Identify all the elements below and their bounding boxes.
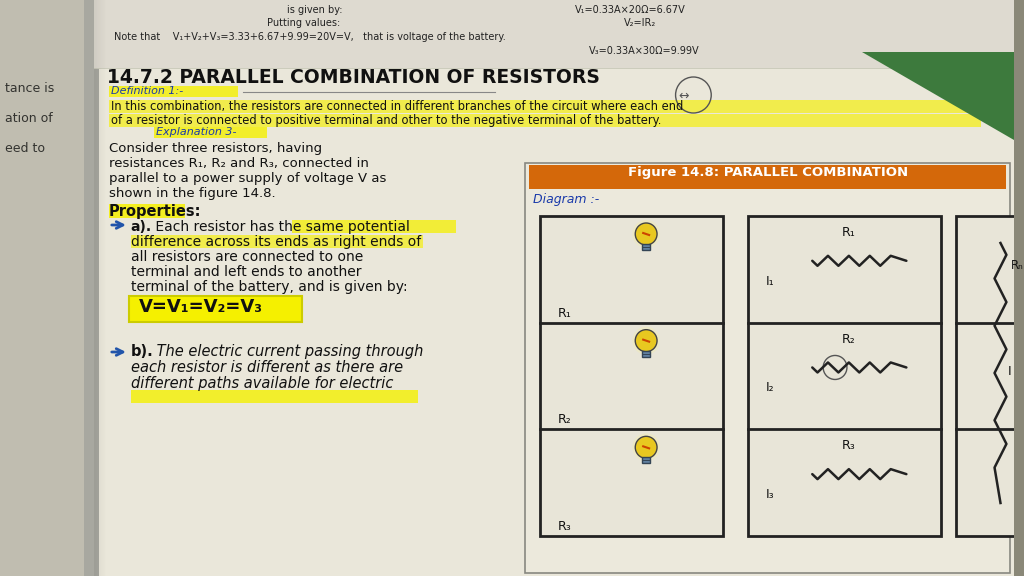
Text: resistances R₁, R₂ and R₃, connected in: resistances R₁, R₂ and R₃, connected in	[109, 157, 369, 170]
Text: In this combination, the resistors are connected in different branches of the ci: In this combination, the resistors are c…	[111, 100, 683, 113]
Text: I₂: I₂	[766, 381, 774, 395]
Bar	[642, 351, 650, 357]
Bar	[529, 165, 1007, 189]
Text: a).: a).	[131, 220, 152, 234]
Bar	[956, 216, 1024, 536]
Bar	[129, 296, 302, 322]
Text: tance is: tance is	[5, 82, 54, 95]
Text: V₁=0.33A×20Ω=6.67V: V₁=0.33A×20Ω=6.67V	[574, 5, 685, 15]
Text: parallel to a power supply of voltage V as: parallel to a power supply of voltage V …	[109, 172, 386, 185]
Bar	[131, 235, 423, 248]
Text: Explanation 3-: Explanation 3-	[156, 127, 236, 137]
Circle shape	[632, 433, 660, 461]
Text: terminal of the battery, and is given by:: terminal of the battery, and is given by…	[131, 280, 408, 294]
Text: difference across its ends as right ends of: difference across its ends as right ends…	[131, 235, 421, 249]
Bar	[540, 216, 723, 536]
Text: I₃: I₃	[766, 488, 774, 501]
Bar	[292, 220, 456, 233]
Bar	[154, 127, 267, 138]
Bar	[748, 216, 941, 536]
Text: each resistor is different as there are: each resistor is different as there are	[131, 360, 402, 375]
Text: V₃=0.33A×30Ω=9.99V: V₃=0.33A×30Ω=9.99V	[590, 46, 700, 56]
Circle shape	[635, 329, 657, 352]
Text: R₂: R₂	[558, 414, 571, 426]
Text: eed to: eed to	[5, 142, 45, 155]
Text: R₂: R₂	[842, 333, 856, 346]
Text: Each resistor has the same potential: Each resistor has the same potential	[151, 220, 410, 234]
Bar	[525, 163, 1011, 573]
Circle shape	[823, 355, 847, 380]
Bar	[0, 0, 94, 576]
Text: Properties:: Properties:	[109, 204, 202, 219]
Text: Consider three resistors, having: Consider three resistors, having	[109, 142, 323, 155]
Bar	[642, 244, 650, 250]
Text: b).: b).	[131, 344, 154, 359]
Bar	[109, 86, 238, 97]
Text: I₁: I₁	[766, 275, 774, 288]
Text: R₁: R₁	[842, 226, 856, 239]
Text: ation of: ation of	[5, 112, 52, 125]
Text: V=V₁=V₂=V₃: V=V₁=V₂=V₃	[138, 298, 263, 316]
Text: 14.7.2 PARALLEL COMBINATION OF RESISTORS: 14.7.2 PARALLEL COMBINATION OF RESISTORS	[106, 68, 600, 87]
Circle shape	[632, 220, 660, 248]
Bar	[131, 390, 418, 403]
Text: R₃: R₃	[842, 439, 856, 452]
Text: Rₙ: Rₙ	[1011, 259, 1023, 272]
Polygon shape	[862, 52, 1015, 140]
Text: different paths available for electric: different paths available for electric	[131, 376, 393, 391]
Bar	[109, 100, 981, 113]
Text: I: I	[1008, 365, 1011, 378]
Circle shape	[632, 327, 660, 355]
Text: The electric current passing through: The electric current passing through	[152, 344, 423, 359]
Bar	[109, 204, 185, 218]
Text: ↔: ↔	[679, 90, 689, 103]
Text: Figure 14.8: PARALLEL COMBINATION: Figure 14.8: PARALLEL COMBINATION	[628, 166, 907, 179]
Text: is given by:: is given by:	[288, 5, 343, 15]
Text: Putting values:: Putting values:	[267, 18, 341, 28]
Bar	[129, 296, 302, 322]
Bar	[84, 0, 99, 576]
Text: R₃: R₃	[558, 520, 571, 533]
Text: shown in the figure 14.8.: shown in the figure 14.8.	[109, 187, 275, 200]
Text: terminal and left ends to another: terminal and left ends to another	[131, 265, 361, 279]
Text: Definition 1:-: Definition 1:-	[111, 86, 183, 96]
Circle shape	[635, 223, 657, 245]
Bar	[109, 114, 981, 127]
Circle shape	[635, 437, 657, 458]
Text: Diagram :-: Diagram :-	[532, 193, 599, 206]
Text: of a resistor is connected to positive terminal and other to the negative termin: of a resistor is connected to positive t…	[111, 114, 662, 127]
Text: all resistors are connected to one: all resistors are connected to one	[131, 250, 362, 264]
Text: R₁: R₁	[558, 306, 571, 320]
Bar	[642, 457, 650, 463]
Text: V₂=IR₂: V₂=IR₂	[624, 18, 656, 28]
Bar	[94, 0, 1015, 68]
Text: Note that    V₁+V₂+V₃=3.33+6.67+9.99=20V=V,   that is voltage of the battery.: Note that V₁+V₂+V₃=3.33+6.67+9.99=20V=V,…	[114, 32, 506, 42]
